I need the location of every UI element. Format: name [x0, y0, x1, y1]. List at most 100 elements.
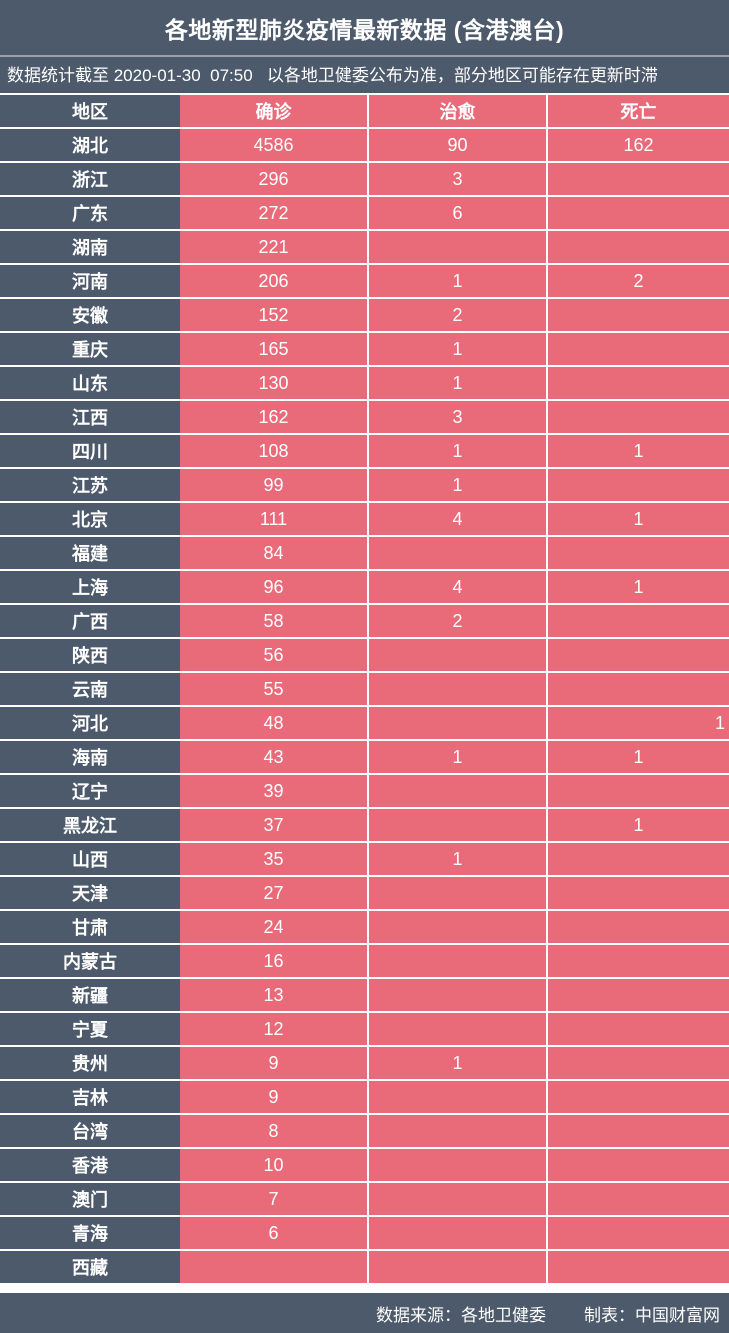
- cured-cell: [367, 1149, 546, 1181]
- region-cell: 黑龙江: [0, 809, 180, 841]
- deaths-cell: [546, 469, 729, 501]
- confirmed-cell: 37: [180, 809, 367, 841]
- table-row: 广东 272 6: [0, 197, 729, 231]
- cured-cell: [367, 775, 546, 807]
- deaths-cell: [546, 231, 729, 263]
- table-row: 山西 35 1: [0, 843, 729, 877]
- deaths-cell: [546, 1013, 729, 1045]
- region-cell: 香港: [0, 1149, 180, 1181]
- confirmed-cell: 296: [180, 163, 367, 195]
- table-row: 台湾 8: [0, 1115, 729, 1149]
- region-cell: 甘肃: [0, 911, 180, 943]
- confirmed-cell: 165: [180, 333, 367, 365]
- region-cell: 陕西: [0, 639, 180, 671]
- cured-cell: [367, 945, 546, 977]
- cured-cell: [367, 877, 546, 909]
- cured-cell: [367, 911, 546, 943]
- cured-cell: [367, 1183, 546, 1215]
- cured-cell: 4: [367, 571, 546, 603]
- confirmed-cell: [180, 1251, 367, 1283]
- region-cell: 河北: [0, 707, 180, 739]
- deaths-cell: [546, 673, 729, 705]
- deaths-cell: [546, 1047, 729, 1079]
- column-header-confirmed: 确诊: [180, 95, 367, 127]
- table-row: 四川 108 1 1: [0, 435, 729, 469]
- confirmed-cell: 9: [180, 1081, 367, 1113]
- table-row: 宁夏 12: [0, 1013, 729, 1047]
- confirmed-cell: 39: [180, 775, 367, 807]
- table-row: 陕西 56: [0, 639, 729, 673]
- region-cell: 宁夏: [0, 1013, 180, 1045]
- deaths-cell: [546, 877, 729, 909]
- table-body: 湖北 4586 90 162 浙江 296 3 广东 272 6 湖南 221 河南 206 1 2 安徽 152…: [0, 129, 729, 1285]
- footer-bar: 数据来源：各地卫健委 制表：中国财富网: [0, 1290, 729, 1333]
- deaths-cell: [546, 979, 729, 1011]
- region-cell: 浙江: [0, 163, 180, 195]
- region-cell: 台湾: [0, 1115, 180, 1147]
- confirmed-cell: 162: [180, 401, 367, 433]
- deaths-cell: [546, 911, 729, 943]
- table-row: 江西 162 3: [0, 401, 729, 435]
- confirmed-cell: 111: [180, 503, 367, 535]
- table-row: 海南 43 1 1: [0, 741, 729, 775]
- region-cell: 青海: [0, 1217, 180, 1249]
- region-cell: 内蒙古: [0, 945, 180, 977]
- cured-cell: 1: [367, 741, 546, 773]
- table-row: 甘肃 24: [0, 911, 729, 945]
- region-cell: 广东: [0, 197, 180, 229]
- cured-cell: [367, 231, 546, 263]
- deaths-cell: [546, 197, 729, 229]
- confirmed-cell: 84: [180, 537, 367, 569]
- region-cell: 河南: [0, 265, 180, 297]
- confirmed-cell: 206: [180, 265, 367, 297]
- cured-cell: 1: [367, 1047, 546, 1079]
- deaths-cell: 2: [546, 265, 729, 297]
- table-row: 浙江 296 3: [0, 163, 729, 197]
- confirmed-cell: 9: [180, 1047, 367, 1079]
- confirmed-cell: 4586: [180, 129, 367, 161]
- cured-cell: [367, 1251, 546, 1283]
- confirmed-cell: 16: [180, 945, 367, 977]
- column-header-region: 地区: [0, 95, 180, 127]
- deaths-cell: [546, 333, 729, 365]
- confirmed-cell: 48: [180, 707, 367, 739]
- subtitle-note: 数据统计截至 2020-01-30 07:50 以各地卫健委公布为准，部分地区可…: [0, 57, 729, 95]
- cured-cell: [367, 809, 546, 841]
- cured-cell: 3: [367, 163, 546, 195]
- cured-cell: 1: [367, 265, 546, 297]
- region-cell: 上海: [0, 571, 180, 603]
- title-bar: 各地新型肺炎疫情最新数据 (含港澳台): [0, 0, 729, 57]
- cured-cell: 1: [367, 333, 546, 365]
- region-cell: 江苏: [0, 469, 180, 501]
- table-row: 福建 84: [0, 537, 729, 571]
- deaths-cell: [546, 401, 729, 433]
- region-cell: 云南: [0, 673, 180, 705]
- deaths-cell: [546, 605, 729, 637]
- deaths-cell: [546, 1115, 729, 1147]
- table-row: 黑龙江 37 1: [0, 809, 729, 843]
- cured-cell: 2: [367, 299, 546, 331]
- deaths-cell: 1: [546, 503, 729, 535]
- region-cell: 安徽: [0, 299, 180, 331]
- confirmed-cell: 130: [180, 367, 367, 399]
- cured-cell: 90: [367, 129, 546, 161]
- deaths-cell: [546, 639, 729, 671]
- confirmed-cell: 8: [180, 1115, 367, 1147]
- deaths-cell: [546, 1183, 729, 1215]
- confirmed-cell: 10: [180, 1149, 367, 1181]
- region-cell: 辽宁: [0, 775, 180, 807]
- region-cell: 北京: [0, 503, 180, 535]
- confirmed-cell: 24: [180, 911, 367, 943]
- region-cell: 天津: [0, 877, 180, 909]
- region-cell: 江西: [0, 401, 180, 433]
- table-row: 湖北 4586 90 162: [0, 129, 729, 163]
- deaths-cell: [546, 299, 729, 331]
- region-cell: 福建: [0, 537, 180, 569]
- deaths-cell: [546, 775, 729, 807]
- table-row: 吉林 9: [0, 1081, 729, 1115]
- deaths-cell: [546, 367, 729, 399]
- confirmed-cell: 58: [180, 605, 367, 637]
- cured-cell: [367, 707, 546, 739]
- cured-cell: 2: [367, 605, 546, 637]
